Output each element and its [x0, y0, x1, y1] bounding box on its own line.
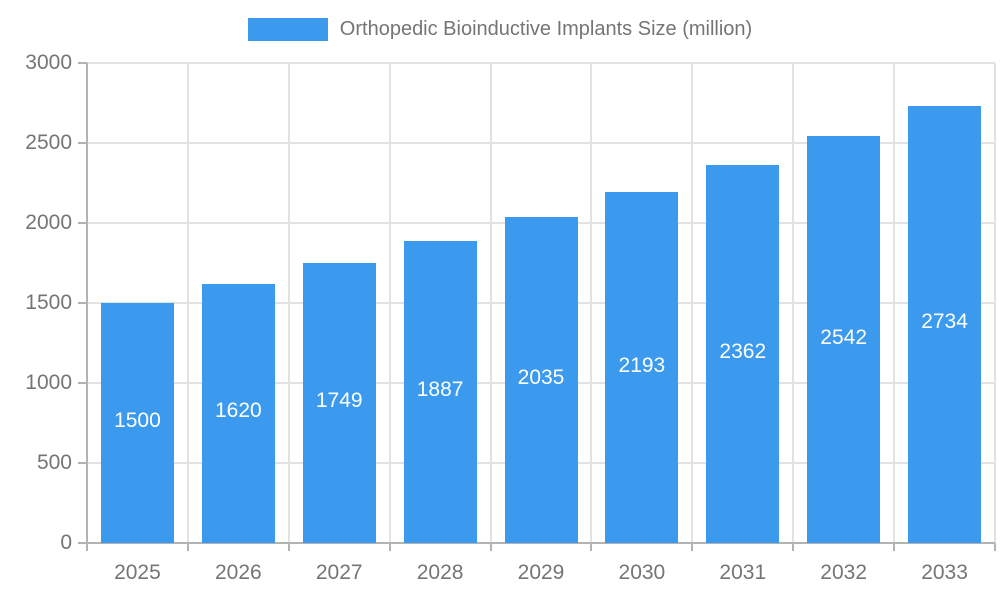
- legend-swatch-icon: [247, 18, 328, 41]
- x-gridline: [792, 63, 795, 543]
- x-gridline: [994, 63, 996, 543]
- y-tick: [78, 222, 87, 224]
- y-tick: [78, 462, 87, 464]
- legend[interactable]: Orthopedic Bioinductive Implants Size (m…: [0, 18, 1000, 41]
- bar-2028[interactable]: [403, 241, 477, 543]
- bar-2031[interactable]: [706, 165, 780, 543]
- legend-label: Orthopedic Bioinductive Implants Size (m…: [339, 18, 753, 40]
- bar-2026[interactable]: [201, 283, 275, 543]
- y-tick: [78, 302, 87, 304]
- x-tick-label: 2028: [416, 561, 464, 584]
- x-tick-label: 2029: [517, 561, 565, 584]
- y-tick-label: 1500: [25, 291, 72, 314]
- x-gridline: [388, 63, 391, 543]
- x-tick: [388, 543, 391, 551]
- x-tick-label: 2027: [315, 561, 363, 584]
- x-tick-label: 2025: [114, 561, 161, 584]
- x-tick-label: 2031: [719, 561, 767, 584]
- bar-2027[interactable]: [302, 263, 376, 543]
- x-gridline: [691, 63, 694, 543]
- y-tick-label: 500: [36, 451, 72, 474]
- y-tick-label: 2500: [25, 131, 72, 154]
- x-tick: [86, 543, 88, 551]
- y-tick: [78, 382, 87, 384]
- x-tick-label: 2026: [214, 561, 262, 584]
- y-gridline: [87, 62, 995, 64]
- x-tick: [691, 543, 694, 551]
- y-tick: [78, 62, 87, 64]
- bar-2030[interactable]: [605, 192, 679, 543]
- y-tick-label: 1000: [25, 371, 72, 394]
- x-tick: [893, 543, 896, 551]
- x-tick-label: 2030: [618, 561, 666, 584]
- x-gridline: [186, 63, 189, 543]
- x-tick: [994, 543, 996, 551]
- x-tick: [186, 543, 189, 551]
- x-gridline: [590, 63, 593, 543]
- y-tick-label: 0: [60, 531, 72, 554]
- y-tick: [78, 142, 87, 144]
- x-gridline: [489, 63, 492, 543]
- x-tick-label: 2033: [921, 561, 968, 584]
- x-axis-line: [78, 542, 995, 544]
- x-tick: [792, 543, 795, 551]
- y-axis-line: [86, 63, 88, 543]
- x-tick-label: 2032: [820, 561, 868, 584]
- bar-2033[interactable]: [908, 105, 982, 543]
- x-gridline: [287, 63, 290, 543]
- bar-2029[interactable]: [504, 217, 578, 543]
- y-tick-label: 3000: [25, 51, 72, 74]
- y-tick-label: 2000: [25, 211, 72, 234]
- x-gridline: [893, 63, 896, 543]
- bar-2025[interactable]: [100, 303, 174, 543]
- y-gridline: [87, 142, 995, 144]
- x-tick: [590, 543, 593, 551]
- bar-2032[interactable]: [807, 136, 881, 543]
- x-tick: [489, 543, 492, 551]
- x-tick: [287, 543, 290, 551]
